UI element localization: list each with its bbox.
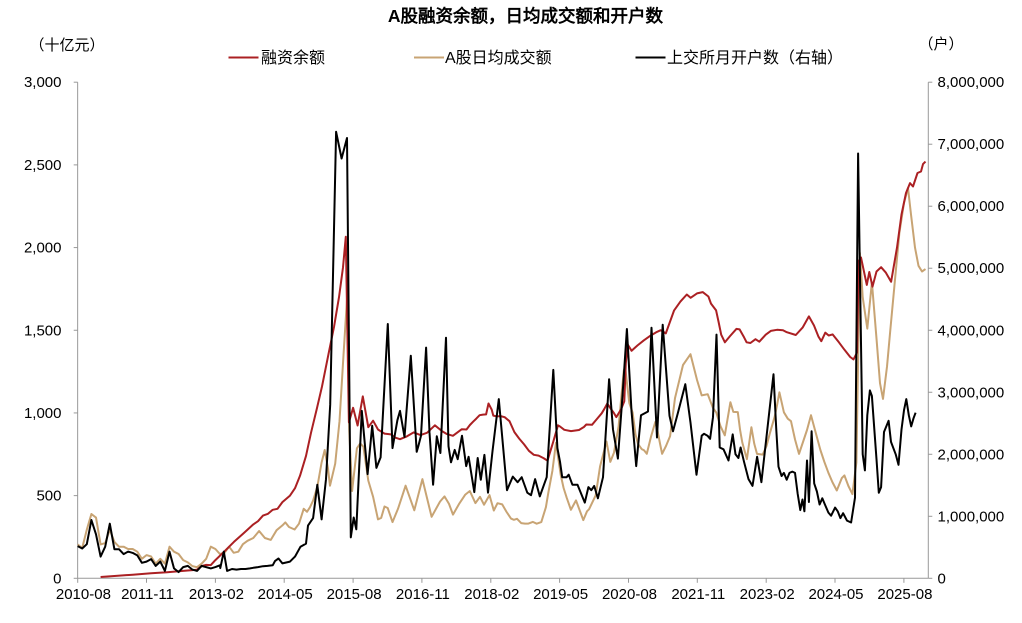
svg-text:2018-02: 2018-02 bbox=[464, 586, 519, 603]
svg-text:A股日均成交额: A股日均成交额 bbox=[445, 49, 552, 67]
svg-text:6,000,000: 6,000,000 bbox=[938, 198, 1005, 215]
svg-text:2021-11: 2021-11 bbox=[671, 586, 725, 603]
svg-text:2024-05: 2024-05 bbox=[808, 586, 863, 603]
svg-text:8,000,000: 8,000,000 bbox=[938, 74, 1005, 91]
svg-text:5,000,000: 5,000,000 bbox=[938, 260, 1005, 277]
svg-text:2015-08: 2015-08 bbox=[327, 586, 382, 603]
svg-text:A股融资余额，日均成交额和开户数: A股融资余额，日均成交额和开户数 bbox=[388, 6, 664, 26]
svg-text:融资余额: 融资余额 bbox=[261, 48, 325, 67]
svg-text:3,000,000: 3,000,000 bbox=[938, 384, 1005, 401]
svg-text:上交所月开户数（右轴）: 上交所月开户数（右轴） bbox=[667, 49, 843, 67]
svg-text:1,000: 1,000 bbox=[24, 405, 62, 422]
svg-text:2013-02: 2013-02 bbox=[189, 586, 244, 603]
svg-text:500: 500 bbox=[36, 488, 61, 505]
svg-text:2,500: 2,500 bbox=[24, 157, 62, 174]
svg-text:（十亿元）: （十亿元） bbox=[30, 37, 105, 54]
svg-text:3,000: 3,000 bbox=[24, 74, 62, 91]
svg-text:2010-08: 2010-08 bbox=[56, 586, 111, 603]
svg-text:2,000: 2,000 bbox=[24, 240, 62, 257]
svg-text:2023-02: 2023-02 bbox=[740, 586, 795, 603]
svg-text:0: 0 bbox=[53, 570, 61, 587]
svg-text:1,000,000: 1,000,000 bbox=[938, 508, 1005, 525]
svg-text:2020-08: 2020-08 bbox=[602, 586, 657, 603]
svg-text:2014-05: 2014-05 bbox=[258, 586, 313, 603]
svg-text:2025-08: 2025-08 bbox=[877, 586, 932, 603]
svg-text:4,000,000: 4,000,000 bbox=[938, 322, 1005, 339]
svg-text:2011-11: 2011-11 bbox=[121, 586, 174, 603]
svg-text:7,000,000: 7,000,000 bbox=[938, 136, 1005, 153]
svg-text:2019-05: 2019-05 bbox=[533, 586, 588, 603]
svg-text:0: 0 bbox=[938, 570, 946, 587]
svg-text:（户）: （户） bbox=[919, 36, 964, 53]
svg-text:2,000,000: 2,000,000 bbox=[938, 446, 1005, 463]
svg-text:1,500: 1,500 bbox=[24, 322, 62, 339]
svg-text:2016-11: 2016-11 bbox=[396, 586, 450, 603]
